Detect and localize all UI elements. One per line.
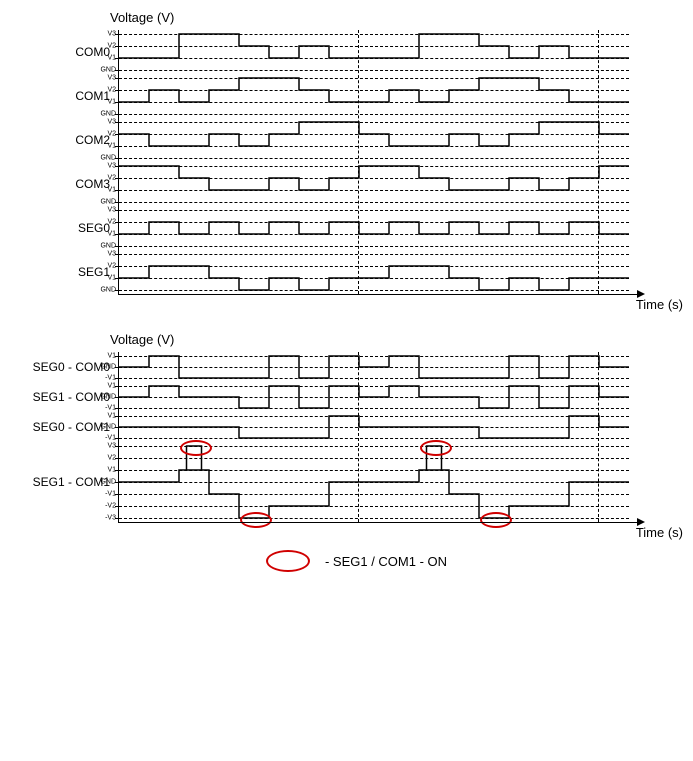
arrow-icon [637,518,645,526]
signal-name: COM1 [10,89,118,103]
arrow-icon [637,290,645,298]
chart1-y-label: Voltage (V) [110,10,693,25]
chart1-container: Voltage (V) COM0V3V2V1GNDCOM1V3V2V1GNDCO… [10,10,693,312]
signal-row: SEG1V3V2V1GND [10,250,693,294]
signal-name: COM2 [10,133,118,147]
chart1-x-axis [118,294,643,295]
signal-name: SEG0 [10,221,118,235]
signal-name: COM0 [10,45,118,59]
signal-row: SEG0V3V2V1GND [10,206,693,250]
signal-row: SEG1 - COM0V1GND-V1 [10,382,693,412]
chart1-signals: COM0V3V2V1GNDCOM1V3V2V1GNDCOM2V3V2V1GNDC… [10,30,693,294]
signal-row: COM2V3V2V1GND [10,118,693,162]
signal-plot: V3V2V1GND [118,206,629,250]
signal-row: COM3V3V2V1GND [10,162,693,206]
chart2-x-axis [118,522,643,523]
legend: - SEG1 / COM1 - ON [10,550,693,572]
signal-plot: V3V2V1GND [118,250,629,294]
signal-plot: V3V2V1GND-V1-V2-V3 [118,442,629,522]
signal-plot: V1GND-V1 [118,352,629,382]
chart2-x-label: Time (s) [10,525,683,540]
signal-row: SEG0 - COM0V1GND-V1 [10,352,693,382]
signal-row: SEG1 - COM1V3V2V1GND-V1-V2-V3 [10,442,693,522]
chart1-x-label: Time (s) [10,297,683,312]
signal-plot: V3V2V1GND [118,162,629,206]
signal-plot: V3V2V1GND [118,30,629,74]
legend-oval-icon [266,550,310,572]
signal-plot: V1GND-V1 [118,382,629,412]
signal-row: SEG0 - COM1V1GND-V1 [10,412,693,442]
chart2-signals: SEG0 - COM0V1GND-V1SEG1 - COM0V1GND-V1SE… [10,352,693,522]
chart2-y-label: Voltage (V) [110,332,693,347]
signal-name: COM3 [10,177,118,191]
signal-row: COM1V3V2V1GND [10,74,693,118]
signal-plot: V3V2V1GND [118,74,629,118]
signal-row: COM0V3V2V1GND [10,30,693,74]
signal-plot: V1GND-V1 [118,412,629,442]
legend-text: - SEG1 / COM1 - ON [325,554,447,569]
chart2-container: Voltage (V) SEG0 - COM0V1GND-V1SEG1 - CO… [10,332,693,572]
signal-plot: V3V2V1GND [118,118,629,162]
signal-name: SEG1 [10,265,118,279]
